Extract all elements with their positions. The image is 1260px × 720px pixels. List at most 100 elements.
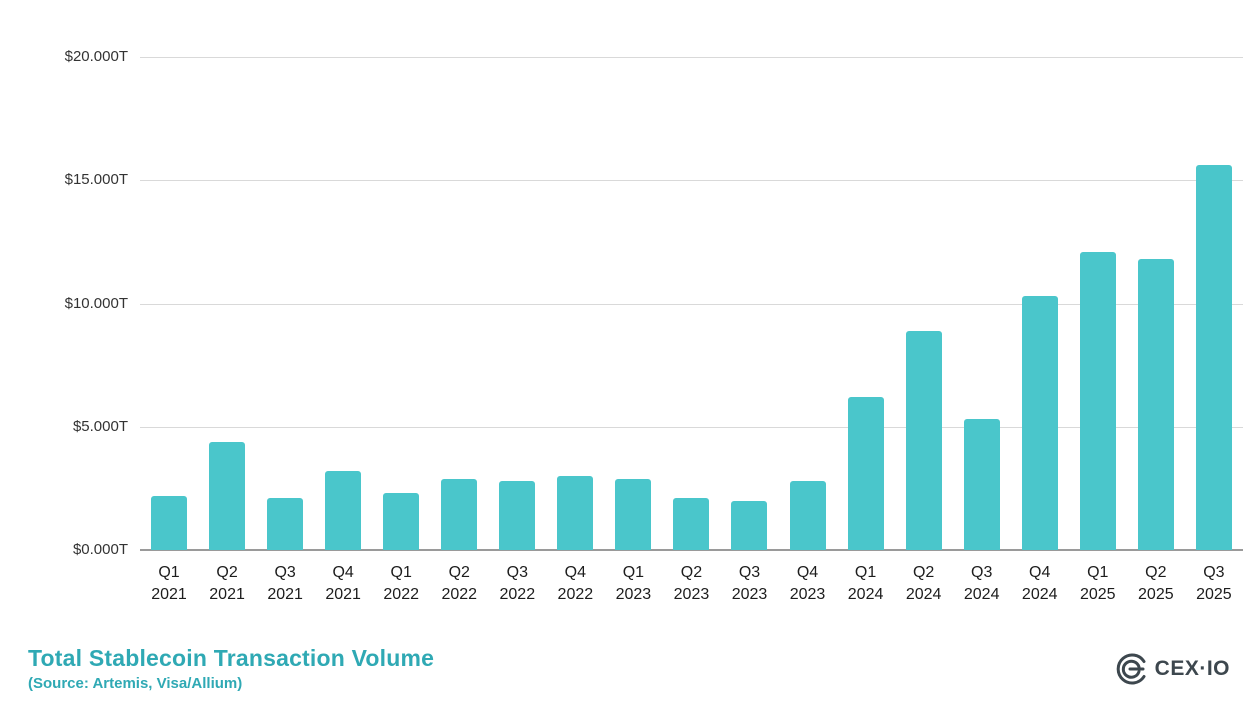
- footer-text: Total Stablecoin Transaction Volume (Sou…: [28, 645, 434, 692]
- x-tick-label: Q4 2024: [1011, 562, 1069, 606]
- x-tick-year: 2024: [1021, 586, 1058, 603]
- x-tick-year: 2023: [615, 586, 652, 603]
- x-tick-year: 2021: [209, 586, 245, 603]
- x-tick-quarter: Q2: [680, 564, 703, 581]
- gridline: [140, 180, 1243, 182]
- y-tick-label: $15.000T: [64, 171, 128, 189]
- x-tick-year: 2023: [731, 586, 768, 603]
- x-tick-label: Q1 2024: [837, 562, 895, 606]
- x-tick-year: 2022: [557, 586, 594, 603]
- cexio-logo-text: CEX·IO: [1154, 657, 1230, 680]
- chart-source: (Source: Artemis, Visa/Allium): [28, 675, 243, 692]
- bar-q4-2022: [557, 476, 594, 550]
- x-tick-year: 2025: [1138, 586, 1174, 603]
- bar-slot: [1185, 57, 1243, 550]
- gridline: [140, 57, 1243, 58]
- x-tick-year: 2022: [383, 586, 419, 603]
- x-tick-year: 2022: [499, 586, 536, 603]
- x-tick-label: Q3 2023: [720, 562, 778, 606]
- x-tick-quarter: Q4: [332, 564, 354, 581]
- x-tick-label: Q4 2021: [314, 562, 372, 606]
- x-tick-year: 2021: [267, 586, 303, 603]
- x-tick-label: Q4 2023: [779, 562, 837, 606]
- bar-q2-2021: [209, 441, 246, 550]
- x-tick-label: Q2 2022: [430, 562, 488, 606]
- bars-layer: [140, 57, 1243, 550]
- bar-slot: [430, 57, 488, 550]
- x-tick-quarter: Q3: [506, 564, 528, 581]
- cexio-logo-icon: [1115, 652, 1149, 686]
- bar-q1-2022: [383, 493, 420, 550]
- x-tick-quarter: Q4: [1029, 564, 1051, 581]
- x-tick-quarter: Q1: [158, 564, 180, 581]
- x-tick-label: Q3 2025: [1185, 562, 1243, 606]
- bar-slot: [720, 57, 778, 550]
- cexio-logo: CEX·IO: [1115, 652, 1230, 686]
- y-tick-label: $10.000T: [64, 294, 128, 312]
- y-tick-label: $20.000T: [64, 48, 128, 65]
- bar-slot: [895, 57, 953, 550]
- bar-q4-2021: [325, 471, 362, 550]
- chart-title: Total Stablecoin Transaction Volume: [28, 645, 435, 671]
- x-tick-label: Q2 2023: [662, 562, 720, 606]
- bar-q1-2024: [847, 397, 884, 550]
- bar-q1-2025: [1079, 251, 1116, 550]
- bar-q3-2022: [499, 480, 536, 550]
- bar-slot: [1069, 57, 1127, 550]
- x-tick-quarter: Q1: [390, 564, 412, 581]
- x-tick-quarter: Q2: [216, 564, 238, 581]
- x-tick-quarter: Q3: [274, 564, 296, 581]
- x-tick-year: 2022: [441, 586, 478, 603]
- bar-q2-2022: [441, 478, 478, 550]
- x-tick-label: Q1 2022: [372, 562, 430, 606]
- bar-q3-2024: [963, 419, 1000, 550]
- bar-slot: [372, 57, 430, 550]
- x-tick-quarter: Q3: [971, 564, 993, 581]
- bar-q2-2023: [673, 498, 710, 550]
- bar-q4-2023: [789, 480, 826, 550]
- x-tick-year: 2024: [905, 586, 942, 603]
- x-tick-label: Q1 2025: [1069, 562, 1127, 606]
- x-tick-label: Q3 2022: [488, 562, 546, 606]
- x-tick-label: Q2 2021: [198, 562, 256, 606]
- bar-slot: [779, 57, 837, 550]
- bar-slot: [546, 57, 604, 550]
- bar-q3-2021: [267, 498, 304, 550]
- x-tick-quarter: Q3: [738, 564, 761, 581]
- bar-slot: [662, 57, 720, 550]
- x-axis-labels: Q1 2021 Q2 2021 Q3 2021 Q4 2021 Q1 2022 Q2 2022 Q3 20…: [140, 562, 1243, 606]
- x-tick-year: 2025: [1079, 586, 1116, 603]
- bar-slot: [488, 57, 546, 550]
- x-tick-label: Q1 2021: [140, 562, 198, 606]
- x-tick-quarter: Q1: [1087, 564, 1109, 581]
- bar-q1-2023: [615, 478, 652, 550]
- x-tick-label: Q4 2022: [546, 562, 604, 606]
- y-tick-label: $0.000T: [72, 541, 128, 558]
- x-tick-label: Q3 2021: [256, 562, 314, 606]
- x-tick-quarter: Q1: [854, 564, 877, 581]
- bar-slot: [1011, 57, 1069, 550]
- bar-slot: [837, 57, 895, 550]
- bar-q2-2025: [1137, 259, 1174, 550]
- x-tick-year: 2023: [673, 586, 710, 603]
- bar-q3-2023: [731, 500, 768, 550]
- x-tick-label: Q1 2023: [604, 562, 662, 606]
- x-tick-quarter: Q4: [564, 564, 587, 581]
- x-tick-quarter: Q1: [622, 564, 645, 581]
- bar-slot: [604, 57, 662, 550]
- bar-slot: [1127, 57, 1185, 550]
- x-tick-year: 2021: [151, 586, 187, 603]
- bar-q3-2025: [1195, 165, 1232, 550]
- x-tick-label: Q2 2025: [1127, 562, 1185, 606]
- bar-q2-2024: [905, 330, 942, 550]
- x-tick-year: 2024: [847, 586, 884, 603]
- x-tick-label: Q3 2024: [953, 562, 1011, 606]
- bar-q4-2024: [1021, 296, 1058, 550]
- x-tick-quarter: Q2: [448, 564, 470, 581]
- bar-slot: [140, 57, 198, 550]
- x-tick-year: 2025: [1196, 586, 1232, 603]
- x-tick-year: 2021: [325, 586, 361, 603]
- x-tick-quarter: Q2: [912, 564, 935, 581]
- bar-slot: [314, 57, 372, 550]
